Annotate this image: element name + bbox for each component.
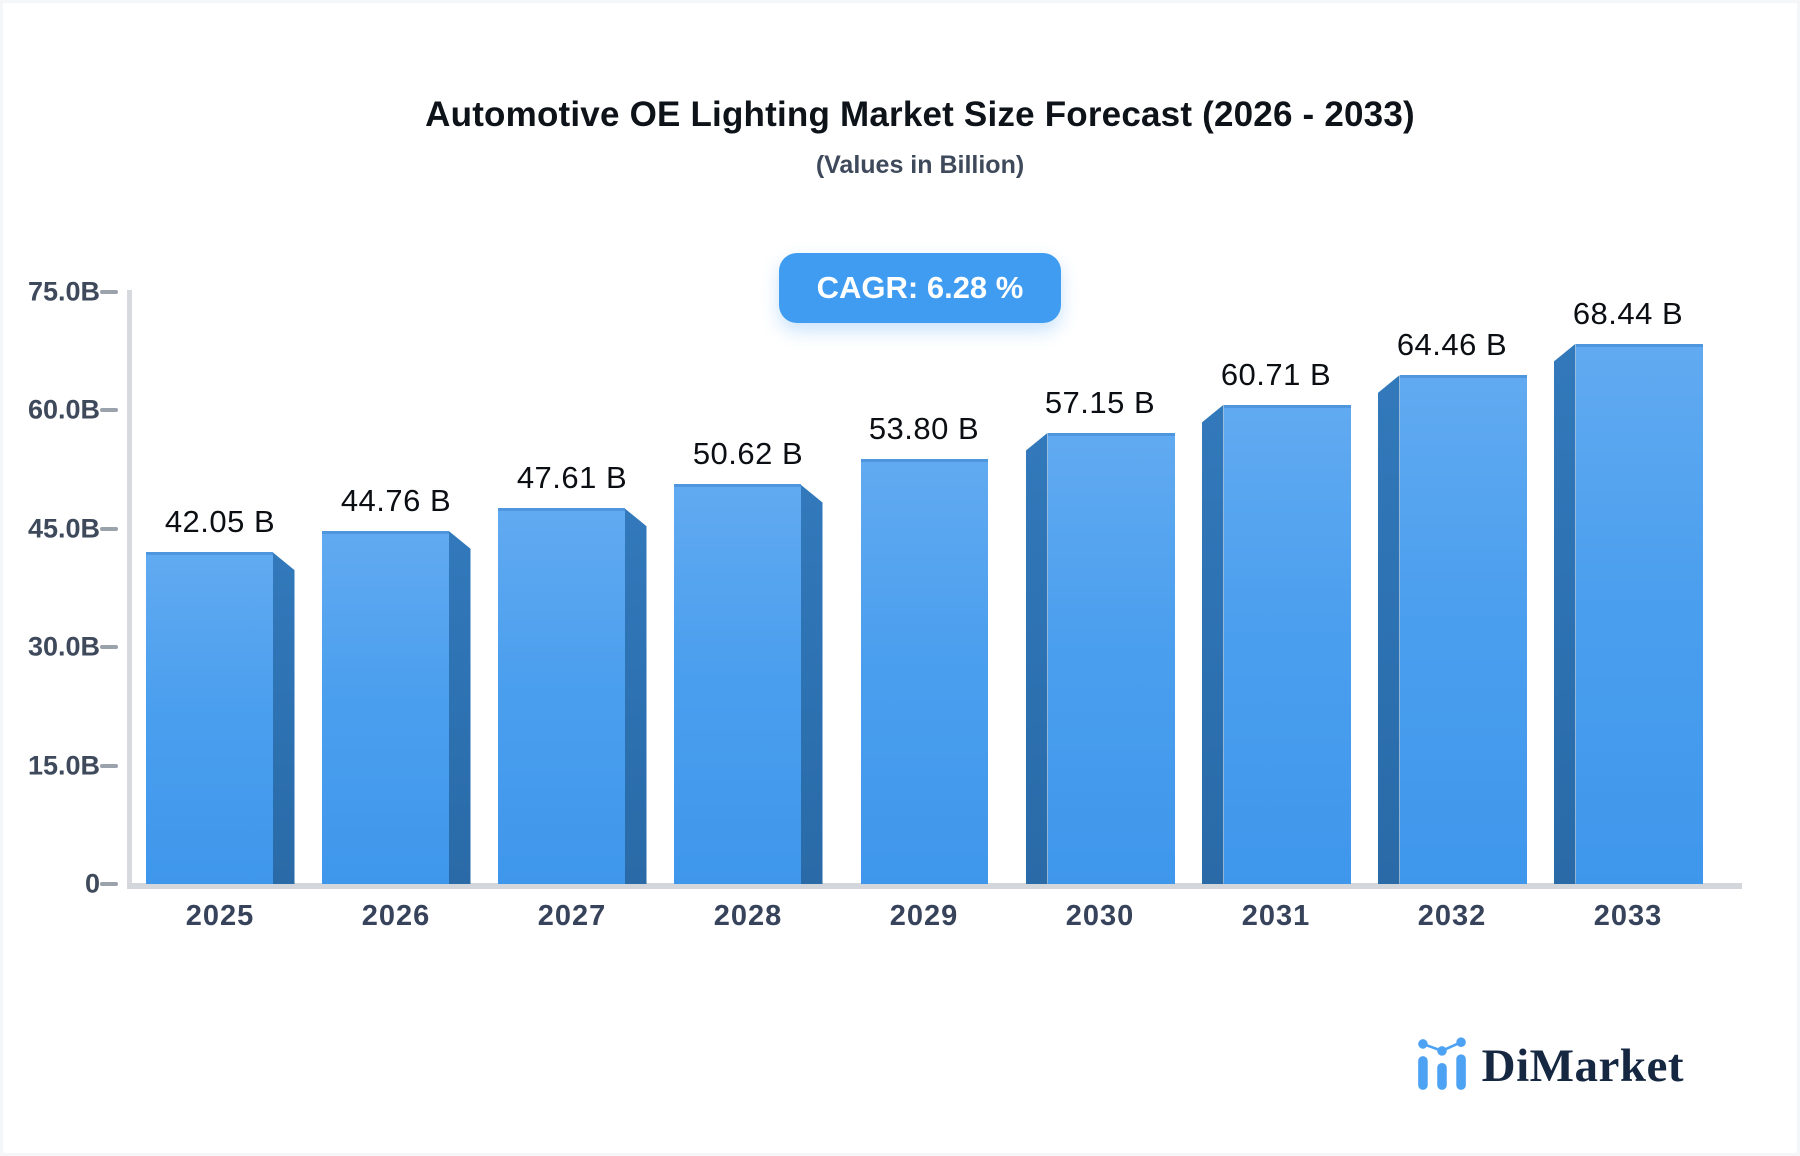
bar-3d-side [272,552,295,884]
bar-2030 [1025,432,1175,884]
bar-face [673,484,801,884]
bar-2026 [321,530,471,884]
y-tick-label: 30.0B [27,631,100,662]
y-tick-label: 75.0B [27,276,100,307]
bar-face [1047,432,1175,884]
x-tick-label: 2027 [537,900,607,932]
bar-value-label: 44.76 B [340,482,452,518]
bar-3d-side [624,508,647,884]
bar-2031 [1201,404,1351,884]
bar-2028 [673,484,823,884]
cagr-badge: CAGR: 6.28 % [778,253,1062,323]
bar-3d-side [1025,432,1048,884]
bar-face [145,552,273,884]
bar-face [1575,343,1703,884]
bar-face [1223,404,1351,884]
x-tick-label: 2029 [889,900,959,932]
bar-2025 [145,552,295,884]
x-tick-label: 2030 [1065,900,1135,932]
x-tick-label: 2028 [713,900,783,932]
bar-value-label: 47.61 B [516,460,628,496]
bar-2029 [850,459,999,884]
y-tick-mark [100,526,118,531]
y-tick-mark [100,763,118,768]
chart-subtitle: (Values in Billion) [815,151,1025,179]
bar-2027 [497,508,647,884]
x-tick-label: 2026 [361,900,431,932]
y-tick-mark [100,645,118,650]
x-axis-line [127,883,1742,889]
bar-face [860,459,988,884]
x-tick-label: 2033 [1593,900,1663,932]
bar-value-label: 57.15 B [1044,384,1156,420]
y-tick-mark [100,408,118,413]
y-tick-mark [100,882,118,886]
chart-header: Automotive OE Lighting Market Size Forec… [40,95,1800,180]
bar-3d-side [1553,343,1576,884]
bar-value-label: 64.46 B [1396,327,1508,363]
brand-logo: DiMarket [1416,1036,1684,1095]
chart-title: Automotive OE Lighting Market Size Forec… [425,95,1415,134]
y-tick-label: 45.0B [27,513,100,544]
bar-face [497,508,625,884]
bar-3d-side [1201,404,1224,884]
bar-value-label: 60.71 B [1220,356,1332,392]
bar-2032 [1377,375,1527,884]
y-tick-mark [100,290,118,294]
bar-3d-side [448,530,471,884]
bar-value-label: 68.44 B [1572,295,1684,331]
bar-face [321,530,449,884]
bar-2033 [1553,343,1703,884]
bar-value-label: 42.05 B [164,504,276,540]
bar-3d-side [1377,375,1400,884]
cagr-badge-wrap: CAGR: 6.28 % [40,253,1800,323]
brand-name: DiMarket [1481,1039,1684,1092]
y-tick-label: 0 [84,868,100,899]
bar-3d-side [800,484,823,884]
y-axis-line [127,290,132,888]
y-tick-label: 15.0B [27,750,100,781]
x-tick-label: 2025 [185,900,255,932]
y-tick-label: 60.0B [27,394,100,425]
x-tick-label: 2031 [1241,900,1311,932]
x-tick-label: 2032 [1417,900,1487,932]
bar-face [1399,375,1527,884]
bar-value-label: 53.80 B [868,411,980,447]
bar-value-label: 50.62 B [692,436,804,472]
bar-chart-logo-icon [1416,1036,1468,1095]
